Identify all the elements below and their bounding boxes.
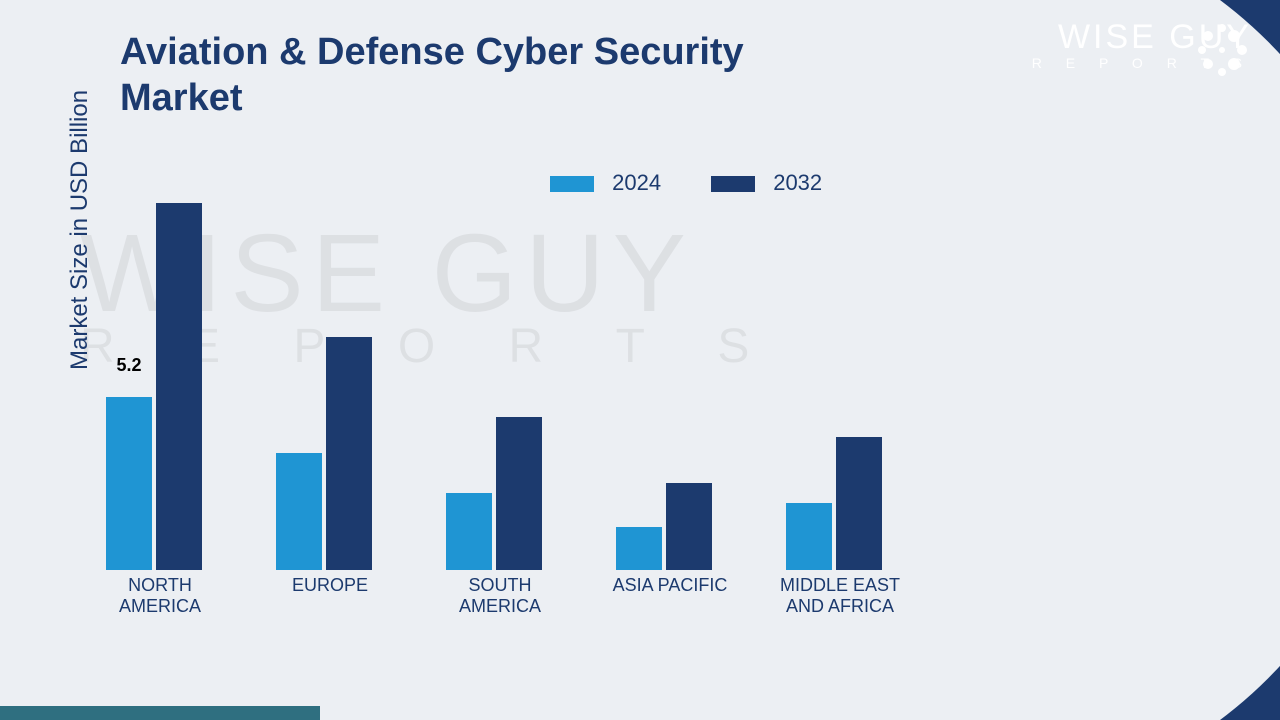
x-label: NORTH AMERICA [90,575,230,616]
bar-2032 [836,437,882,570]
footer-strip [0,706,320,720]
bar-2024 [276,453,322,570]
chart-card: WISE GUY R E P O R T S Aviation & Defens… [0,0,1280,720]
chart-title: Aviation & Defense Cyber Security Market [120,30,770,121]
bar-2024 [446,493,492,570]
bar-2032 [496,417,542,570]
bar-2032 [156,203,202,570]
x-label: MIDDLE EAST AND AFRICA [770,575,910,616]
x-label: EUROPE [260,575,400,596]
x-label: SOUTH AMERICA [430,575,570,616]
brand-logo: WISE GUY R E P O R T S [992,18,1252,71]
bar-2024 [786,503,832,570]
bar-2032 [326,337,372,570]
x-label: ASIA PACIFIC [600,575,740,596]
bar-2024 [106,397,152,570]
bar-value-label: 5.2 [116,355,141,376]
bar-2024 [616,527,662,570]
logo-head-icon [1188,16,1258,86]
right-panel [960,0,1280,720]
bar-2032 [666,483,712,570]
y-axis-label: Market Size in USD Billion [66,90,94,370]
chart-plot: 5.2 [100,170,930,570]
